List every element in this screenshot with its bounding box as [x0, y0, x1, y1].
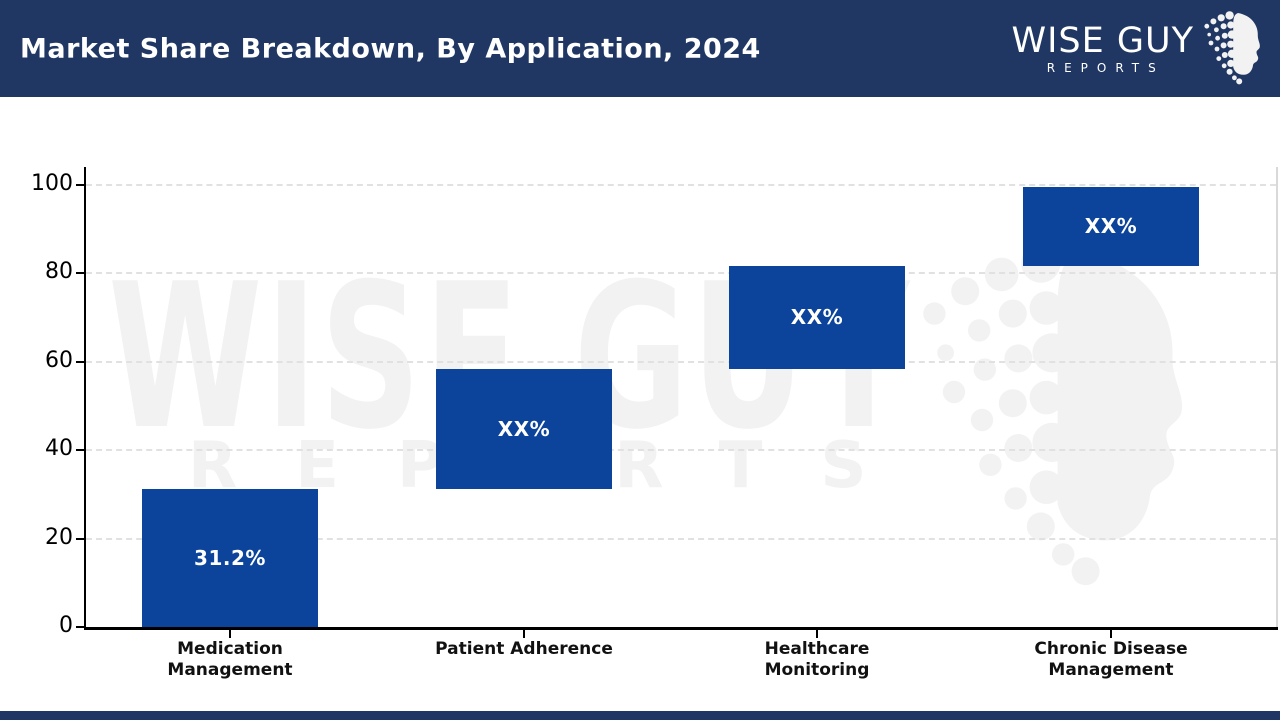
y-tick-label-20: 20 [45, 524, 73, 550]
brand-logo: WISE GUY REPORTS [1011, 6, 1268, 92]
brand-wordmark: WISE GUY REPORTS [1011, 21, 1194, 75]
category-label-line: Chronic Disease [1034, 639, 1188, 659]
y-tick-label-80: 80 [45, 259, 73, 284]
y-tick-80 [76, 272, 85, 274]
bar-value-label: 31.2% [194, 545, 266, 570]
category-label-line: Management [167, 660, 293, 680]
x-tick-3 [1110, 630, 1112, 638]
bar-3: XX% [1023, 186, 1199, 266]
gridline-20 [86, 537, 1276, 540]
watermark-head-icon [923, 243, 1183, 586]
gridline-40 [86, 449, 1276, 451]
y-tick-100 [76, 183, 85, 186]
bar-value-label: XX% [1084, 214, 1138, 239]
y-tick-40 [76, 449, 85, 451]
bar-1: XX% [436, 368, 612, 489]
y-tick-label-40: 40 [45, 436, 73, 461]
x-axis-line [84, 627, 1278, 630]
category-label-2: Healthcare Monitoring [702, 639, 932, 681]
y-axis-line [84, 167, 86, 629]
bar-0: 31.2% [142, 488, 318, 627]
category-label-line: Patient Adherence [435, 639, 613, 659]
category-label-1: Patient Adherence [409, 639, 639, 660]
category-label-line: Medication [177, 639, 283, 659]
y-tick-label-0: 0 [59, 613, 73, 638]
bar-value-label: XX% [790, 305, 844, 330]
category-label-line: Healthcare [764, 639, 870, 659]
brand-subtitle: REPORTS [1046, 61, 1165, 75]
brand-head-icon [1204, 11, 1260, 85]
category-label-3: Chronic Disease Management [996, 639, 1226, 681]
category-label-0: Medication Management [115, 639, 345, 681]
right-spine [1276, 167, 1278, 629]
brand-name: WISE GUY [1011, 21, 1194, 61]
y-tick-60 [76, 360, 85, 363]
y-tick-label-60: 60 [45, 347, 73, 373]
bar-value-label: XX% [497, 416, 551, 441]
header-bar: Market Share Breakdown, By Application, … [0, 0, 1280, 97]
gridline-100 [86, 183, 1276, 186]
x-tick-0 [229, 630, 231, 638]
gridline-60 [86, 360, 1276, 363]
x-tick-1 [523, 630, 525, 638]
bar-2: XX% [729, 265, 905, 369]
y-tick-20 [76, 537, 85, 540]
category-label-line: Management [1048, 660, 1174, 680]
y-tick-label-100: 100 [31, 170, 73, 196]
chart-title: Market Share Breakdown, By Application, … [20, 33, 761, 64]
gridline-80 [86, 272, 1276, 274]
footer-bar [0, 711, 1280, 720]
y-tick-0 [76, 626, 85, 628]
category-label-line: Monitoring [764, 660, 870, 680]
x-tick-2 [816, 630, 818, 638]
